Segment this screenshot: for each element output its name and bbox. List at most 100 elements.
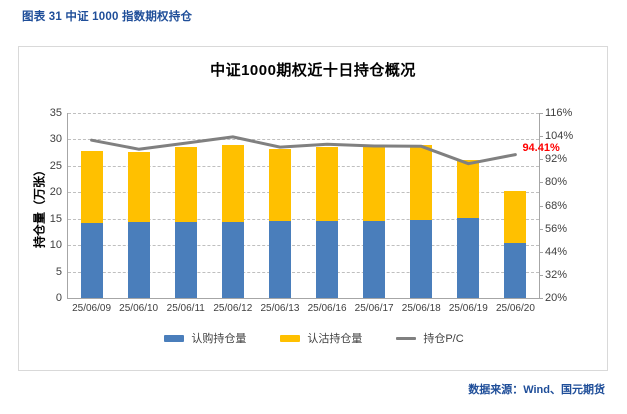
y2-axis-tick-label: 32% bbox=[545, 268, 568, 281]
y-axis-tick-label: 35 bbox=[49, 107, 62, 119]
y-axis-tick-label: 5 bbox=[55, 265, 62, 278]
bar-segment-put[interactable] bbox=[127, 151, 150, 223]
y2-axis-tickmark bbox=[539, 205, 543, 207]
x-axis-tick-label: 25/06/19 bbox=[448, 303, 488, 314]
bar-segment-call[interactable] bbox=[221, 221, 244, 298]
stacked-bar[interactable] bbox=[504, 113, 527, 298]
y2-axis-tick-label: 44% bbox=[545, 245, 568, 258]
plot-wrapper: 持仓量（万张） 0 5 10 15 20 25 30 35 20% 32% 44% 56% 68% 80%… bbox=[19, 47, 609, 372]
x-axis-tick-label: 25/06/20 bbox=[495, 303, 535, 314]
stacked-bar[interactable] bbox=[80, 113, 103, 298]
stacked-bar[interactable] bbox=[316, 113, 339, 298]
chart-container: 中证1000期权近十日持仓概况 持仓量（万张） 0 5 10 15 20 25 30 35 20… bbox=[18, 46, 608, 371]
bar-segment-call[interactable] bbox=[316, 220, 339, 298]
bar-segment-put[interactable] bbox=[363, 147, 386, 221]
stacked-bar[interactable] bbox=[457, 113, 480, 298]
y2-axis-tickmark bbox=[539, 113, 543, 114]
stacked-bar[interactable] bbox=[127, 113, 150, 298]
bar-segment-put[interactable] bbox=[316, 146, 339, 221]
x-axis-tick-label: 25/06/13 bbox=[260, 303, 300, 314]
y-axis-title-holder: 持仓量（万张） bbox=[33, 113, 47, 299]
bar-segment-put[interactable] bbox=[174, 147, 197, 223]
bar-group[interactable]: 25/06/20 bbox=[492, 113, 539, 314]
legend-item[interactable]: 认沽持仓量 bbox=[280, 330, 362, 346]
bar-group[interactable]: 25/06/18 bbox=[398, 113, 445, 314]
bar-segment-call[interactable] bbox=[127, 222, 150, 298]
legend-color-icon bbox=[280, 334, 301, 342]
y2-axis-tick-label: 104% bbox=[545, 130, 574, 143]
stacked-bar[interactable] bbox=[410, 113, 433, 298]
y-axis-tick-label: 30 bbox=[49, 133, 62, 146]
legend-item[interactable]: 认购持仓量 bbox=[164, 330, 246, 346]
bar-segment-put[interactable] bbox=[80, 151, 103, 223]
bar-segment-call[interactable] bbox=[457, 218, 480, 298]
y-axis-tick-label: 0 bbox=[55, 292, 62, 304]
y2-axis-tickmark bbox=[539, 274, 543, 276]
y2-axis-tick-label: 116% bbox=[545, 107, 573, 119]
y2-axis-tickmark bbox=[539, 228, 543, 230]
legend-label: 持仓P/C bbox=[423, 333, 464, 345]
legend-label: 认沽持仓量 bbox=[307, 333, 363, 345]
y2-axis-tickmark bbox=[539, 251, 543, 253]
legend-color-icon bbox=[164, 334, 185, 342]
y2-axis-tick-label: 68% bbox=[545, 199, 568, 212]
stacked-bar[interactable] bbox=[268, 113, 291, 298]
plot-area: 0 5 10 15 20 25 30 35 20% 32% 44% 56% 68% 80% 92% 104% 1… bbox=[50, 107, 573, 314]
y-axis-tick-label: 10 bbox=[49, 239, 62, 252]
gridline bbox=[68, 113, 539, 114]
stacked-bar[interactable] bbox=[221, 113, 244, 298]
legend-label: 认购持仓量 bbox=[191, 333, 247, 345]
y2-axis-tick-label: 80% bbox=[545, 176, 568, 189]
x-axis-tick-label: 25/06/18 bbox=[401, 303, 441, 314]
bar-segment-call[interactable] bbox=[80, 222, 103, 298]
bar-group[interactable]: 25/06/16 bbox=[304, 113, 351, 314]
bar-group[interactable]: 25/06/12 bbox=[209, 113, 256, 314]
bar-segment-call[interactable] bbox=[174, 222, 197, 298]
stacked-bar[interactable] bbox=[174, 113, 197, 298]
gridline bbox=[68, 245, 539, 247]
x-axis-tick-label: 25/06/11 bbox=[166, 303, 205, 314]
bar-group[interactable]: 25/06/17 bbox=[351, 113, 398, 314]
y2-axis-tick-label: 56% bbox=[545, 222, 568, 235]
bar-segment-call[interactable] bbox=[268, 221, 291, 298]
bar-segment-put[interactable] bbox=[268, 149, 291, 222]
bar-group[interactable]: 25/06/09 bbox=[68, 113, 115, 314]
gridline bbox=[68, 218, 539, 220]
y-axis-title: 持仓量（万张） bbox=[32, 163, 47, 249]
source-note: 数据来源：Wind、国元期货 bbox=[468, 384, 605, 396]
legend-item[interactable]: 持仓P/C bbox=[396, 330, 464, 346]
gridline bbox=[68, 271, 539, 273]
bar-segment-call[interactable] bbox=[504, 242, 527, 298]
bar-segment-put[interactable] bbox=[221, 144, 244, 222]
x-axis-tick-label: 25/06/17 bbox=[354, 303, 394, 314]
bar-group[interactable]: 25/06/11 bbox=[162, 113, 209, 314]
bar-segment-call[interactable] bbox=[363, 220, 386, 298]
bar-segment-put[interactable] bbox=[504, 191, 527, 243]
y2-axis-tickmark bbox=[539, 159, 543, 161]
bar-segment-put[interactable] bbox=[410, 145, 433, 220]
y-axis-tick-label: 25 bbox=[49, 159, 62, 172]
gridline bbox=[68, 192, 539, 194]
chart-title: 中证1000期权近十日持仓概况 bbox=[210, 62, 416, 79]
gridline bbox=[68, 165, 539, 167]
pc-last-value-label: 94.41% bbox=[522, 141, 560, 154]
bar-group[interactable]: 25/06/10 bbox=[115, 113, 162, 314]
y2-axis-tick-label: 20% bbox=[545, 292, 568, 304]
bar-group[interactable]: 25/06/13 bbox=[256, 113, 303, 314]
stacked-bar[interactable] bbox=[363, 113, 386, 298]
y2-axis-tickmark bbox=[539, 182, 543, 184]
x-axis-tick-label: 25/06/12 bbox=[213, 303, 253, 314]
y2-axis-tickmark bbox=[539, 298, 543, 299]
x-axis-tick-label: 25/06/10 bbox=[119, 303, 159, 314]
figure-caption: 图表 31 中证 1000 指数期权持仓 bbox=[22, 11, 193, 23]
y-axis-tick-label: 15 bbox=[49, 212, 62, 225]
y2-axis-tick-label: 92% bbox=[545, 153, 568, 166]
bar-segment-call[interactable] bbox=[410, 219, 433, 298]
bar-group[interactable]: 25/06/19 bbox=[445, 113, 492, 314]
bar-segment-put[interactable] bbox=[457, 160, 480, 219]
x-axis-tick-label: 25/06/09 bbox=[72, 303, 112, 314]
y-axis-tick-label: 20 bbox=[49, 186, 62, 199]
chart-legend: 认购持仓量 认沽持仓量 持仓P/C bbox=[19, 330, 609, 346]
y2-axis-tickmark bbox=[539, 136, 543, 138]
x-axis-tick-label: 25/06/16 bbox=[307, 303, 347, 314]
